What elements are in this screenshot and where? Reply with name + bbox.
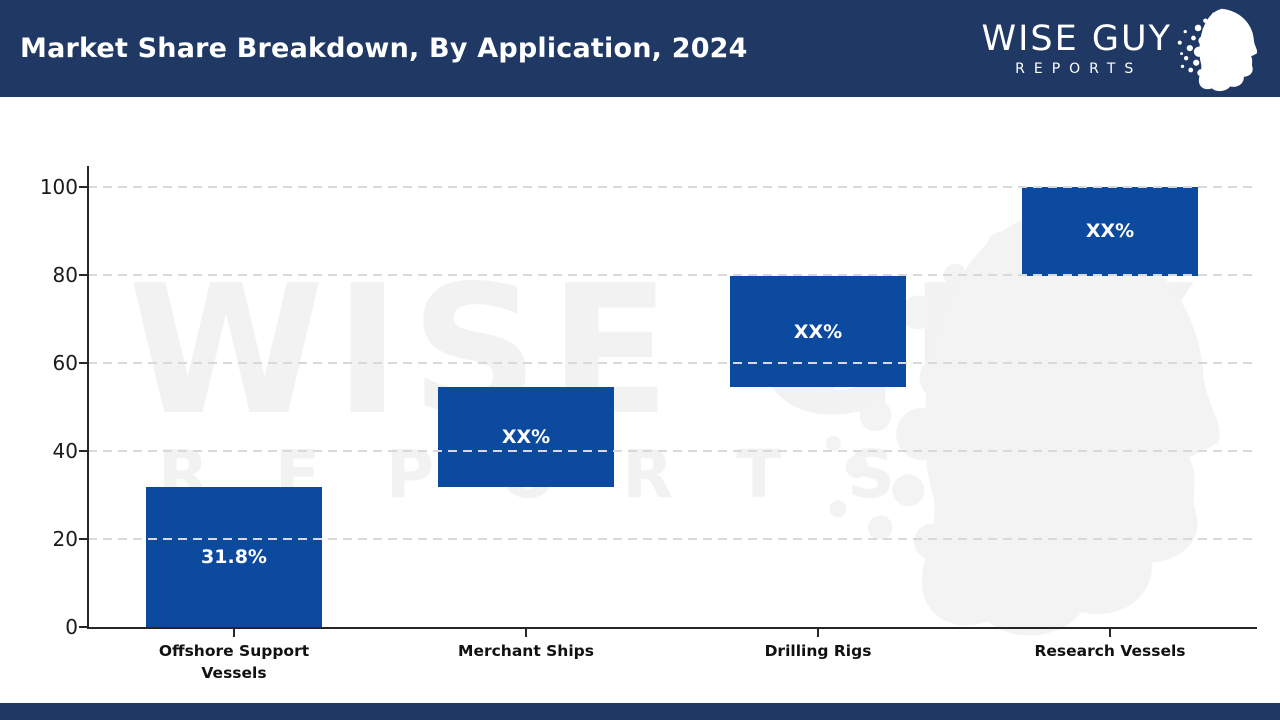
- y-tick-mark: [79, 626, 87, 628]
- gridline: [88, 450, 1256, 452]
- page-title: Market Share Breakdown, By Application, …: [20, 33, 748, 64]
- x-tick-mark: [525, 629, 527, 637]
- x-axis-category-label: Research Vessels: [1034, 642, 1186, 660]
- y-tick-label: 80: [52, 263, 78, 287]
- bar-value-label: XX%: [1085, 220, 1135, 243]
- footer-bar: [0, 703, 1280, 720]
- logo-text: WISE GUY REPORTS: [981, 18, 1172, 77]
- gridline: [88, 362, 1256, 364]
- y-tick-mark: [79, 186, 87, 188]
- bar: [146, 487, 322, 627]
- bar: [1022, 187, 1198, 276]
- wise-guy-reports-logo: WISE GUY REPORTS: [981, 6, 1266, 92]
- x-tick-mark: [233, 629, 235, 637]
- gridline: [88, 186, 1256, 188]
- y-tick-mark: [79, 362, 87, 364]
- x-axis-category-label: Merchant Ships: [458, 642, 594, 660]
- logo-face-icon: [1177, 8, 1258, 91]
- y-tick-label: 60: [52, 351, 78, 375]
- y-tick-label: 100: [39, 175, 78, 199]
- x-tick-mark: [817, 629, 819, 637]
- logo-wordmark: WISE GUY: [981, 18, 1172, 59]
- x-axis-category-label: Offshore Support Vessels: [158, 642, 310, 683]
- y-tick-label: 20: [52, 527, 78, 551]
- bar-value-label: XX%: [793, 320, 843, 343]
- y-axis-spine: [87, 166, 89, 628]
- y-tick-mark: [79, 538, 87, 540]
- x-axis-spine: [87, 627, 1257, 629]
- bar-value-label: 31.8%: [201, 546, 267, 569]
- y-tick-label: 0: [65, 615, 78, 639]
- y-tick-label: 40: [52, 439, 78, 463]
- gridline: [88, 538, 1256, 540]
- bar-value-label: XX%: [501, 426, 551, 449]
- gridline: [88, 274, 1256, 276]
- x-axis-category-label: Drilling Rigs: [764, 642, 872, 660]
- x-tick-mark: [1109, 629, 1111, 637]
- y-tick-mark: [79, 274, 87, 276]
- logo-subtitle: REPORTS: [1015, 60, 1143, 77]
- bar: [730, 275, 906, 388]
- header-bar: Market Share Breakdown, By Application, …: [0, 0, 1280, 97]
- watermark-face: [813, 214, 1220, 636]
- y-tick-mark: [79, 450, 87, 452]
- bar: [438, 387, 614, 488]
